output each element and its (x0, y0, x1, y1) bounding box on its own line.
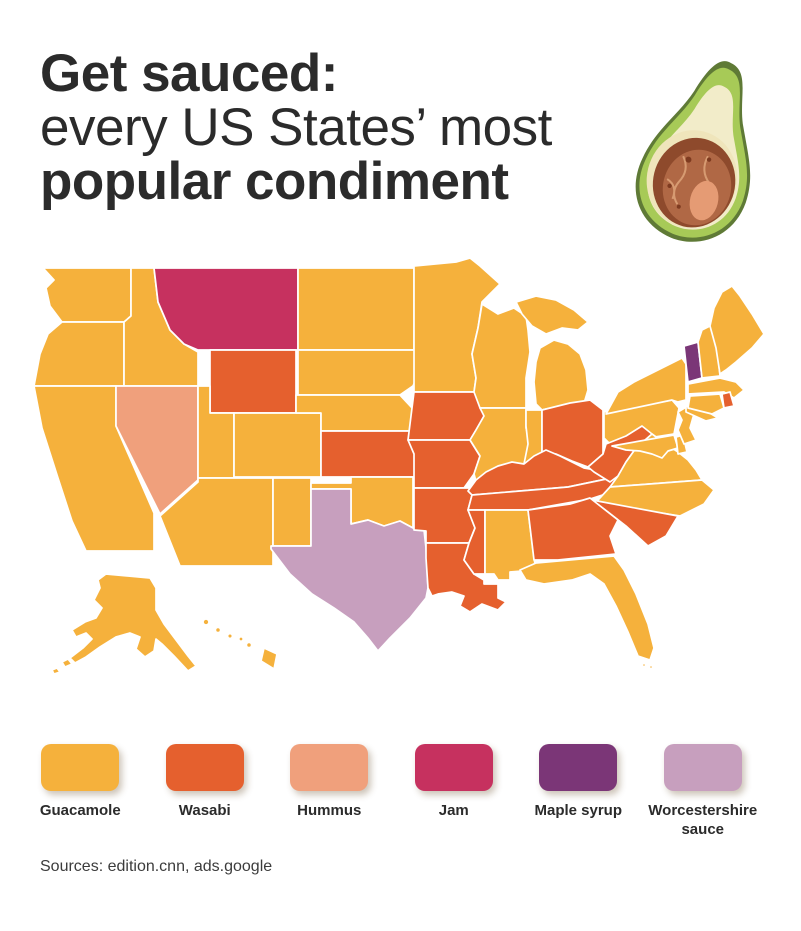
page-title-line-2: every US States’ most (40, 98, 552, 157)
legend-label-jam: Jam (438, 802, 469, 819)
legend-label-hummus: Hummus (297, 802, 362, 819)
state-hi (214, 626, 222, 634)
state-nv (115, 385, 199, 515)
state-ri (721, 391, 735, 409)
state-wa (42, 267, 132, 323)
state-sd (297, 349, 422, 396)
legend-swatch-guacamole (41, 744, 120, 791)
state-md (611, 434, 679, 459)
state-mi-upper-peninsula (515, 295, 589, 335)
legend-item-guacamole: Guacamole (18, 744, 143, 839)
state-tx (270, 488, 429, 652)
state-ak-islands (51, 667, 61, 675)
state-ks (320, 430, 416, 478)
state-wy (209, 349, 297, 414)
legend-swatch-hummus (290, 744, 369, 791)
state-ia (407, 391, 485, 441)
legend-label-worcestershire-sauce: Worcestershire sauce (648, 802, 758, 838)
state-hi (202, 618, 210, 626)
legend-item-wasabi: Wasabi (143, 744, 268, 839)
legend-swatch-wasabi (165, 744, 244, 791)
legend-swatch-maple-syrup (539, 744, 618, 791)
sources-note: Sources: edition.cnn, ads.google (40, 858, 273, 875)
state-hi (226, 632, 234, 640)
legend-swatch-jam (414, 744, 493, 791)
state-hi (245, 641, 253, 649)
page-title-line-1: Get sauced: (40, 44, 338, 103)
legend-label-guacamole: Guacamole (39, 802, 121, 819)
state-mo (407, 439, 481, 489)
legend-item-hummus: Hummus (267, 744, 392, 839)
state-co (233, 412, 322, 478)
avocado-icon (635, 61, 751, 242)
legend-item-worcestershire-sauce: Worcestershire sauce (641, 744, 766, 839)
state-la (425, 542, 507, 613)
state-or (33, 321, 125, 387)
us-choropleth-map (28, 257, 773, 711)
state-ak-islands (61, 658, 73, 668)
state-hi-big-island (260, 647, 278, 670)
state-ny (605, 357, 687, 415)
legend-item-jam: Jam (392, 744, 517, 839)
state-fl-keys (641, 662, 647, 668)
state-ct (687, 393, 725, 415)
state-fl (519, 555, 655, 661)
legend-item-maple-syrup: Maple syrup (516, 744, 641, 839)
state-fl-keys (648, 664, 654, 670)
state-me (709, 285, 765, 375)
page-title-line-3: popular condiment (40, 152, 509, 211)
state-nd (297, 267, 415, 351)
state-wi (471, 303, 531, 409)
page-title: Get sauced: every US States’ most popula… (40, 47, 552, 209)
state-ak (69, 573, 197, 672)
avocado-illustration (612, 50, 794, 251)
state-ga (527, 497, 619, 561)
legend: Guacamole Wasabi Hummus Jam Maple syrup … (18, 744, 765, 839)
state-hi (237, 635, 245, 643)
legend-swatch-worcestershire-sauce (663, 744, 742, 791)
legend-label-wasabi: Wasabi (178, 802, 231, 819)
state-nm (272, 477, 312, 547)
legend-label-maple-syrup: Maple syrup (534, 802, 623, 819)
state-mi (533, 339, 589, 411)
